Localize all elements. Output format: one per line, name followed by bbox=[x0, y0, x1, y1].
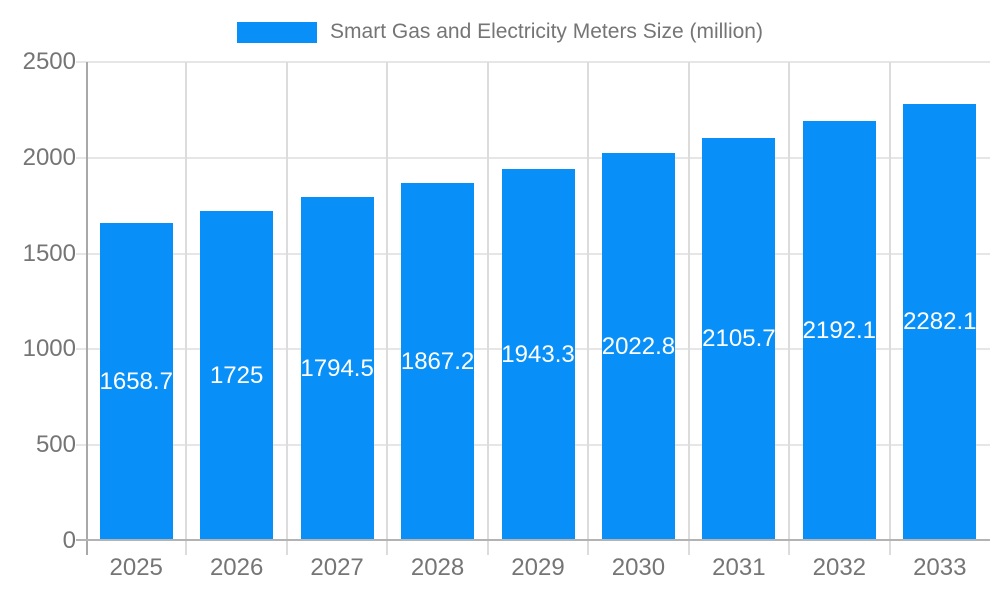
bar-2025: 1658.7 bbox=[100, 223, 173, 541]
bar-value-label: 1658.7 bbox=[99, 368, 173, 396]
bar-value-label: 1943.3 bbox=[501, 340, 575, 368]
bar-2029: 1943.3 bbox=[501, 168, 575, 541]
bar-2026: 1725 bbox=[200, 210, 274, 541]
bar-2033: 2282.1 bbox=[903, 103, 977, 541]
y-axis-tick-label: 1500 bbox=[22, 239, 76, 267]
x-axis-tick-label: 2031 bbox=[712, 554, 766, 581]
bar-2030: 2022.8 bbox=[602, 153, 675, 541]
bar-value-label: 2282.1 bbox=[903, 308, 977, 336]
x-gridline bbox=[386, 62, 389, 555]
y-gridline bbox=[76, 61, 990, 63]
x-axis-tick-label: 2032 bbox=[812, 554, 867, 581]
bar-value-label: 2022.8 bbox=[601, 333, 676, 361]
x-axis-tick-label: 2029 bbox=[511, 554, 565, 581]
x-gridline bbox=[788, 62, 791, 555]
bar-value-label: 1867.2 bbox=[400, 348, 475, 376]
y-axis-tick-label: 500 bbox=[35, 431, 76, 459]
x-axis-tick-label: 2030 bbox=[611, 554, 666, 581]
y-axis-tick-label: 0 bbox=[62, 527, 76, 554]
plot-area: 1658.7 1725 1794.5 1867.2 1943.3 2022.8 2105.7… bbox=[76, 61, 990, 555]
x-gridline bbox=[888, 62, 891, 555]
x-axis-tick-label: 2028 bbox=[410, 554, 465, 581]
x-axis-tick-label: 2027 bbox=[310, 554, 364, 581]
x-gridline bbox=[486, 62, 489, 555]
bar-value-label: 2192.1 bbox=[802, 317, 877, 344]
x-axis-tick-label: 2033 bbox=[913, 554, 967, 581]
x-gridline bbox=[285, 62, 288, 555]
chart-legend: Smart Gas and Electricity Meters Size (m… bbox=[0, 20, 1000, 44]
legend-swatch-icon bbox=[237, 21, 318, 43]
bar-value-label: 1725 bbox=[209, 361, 264, 389]
y-axis-tick-label: 2000 bbox=[22, 143, 76, 171]
bar-value-label: 1794.5 bbox=[300, 355, 374, 383]
bar-2027: 1794.5 bbox=[300, 197, 374, 541]
x-gridline bbox=[687, 62, 690, 555]
y-axis-tick-label: 2500 bbox=[22, 48, 76, 75]
y-axis-line bbox=[86, 62, 88, 555]
y-gridline bbox=[76, 156, 990, 159]
x-axis-tick-label: 2025 bbox=[109, 554, 163, 581]
x-axis-tick-label: 2026 bbox=[209, 554, 264, 581]
bar-2028: 1867.2 bbox=[401, 183, 474, 541]
x-axis-line bbox=[76, 539, 990, 541]
bar-value-label: 2105.7 bbox=[702, 325, 776, 353]
bar-2031: 2105.7 bbox=[702, 137, 776, 541]
x-gridline bbox=[587, 62, 590, 555]
bar-2032: 2192.1 bbox=[803, 121, 876, 541]
legend-label: Smart Gas and Electricity Meters Size (m… bbox=[330, 20, 763, 43]
y-axis-tick-label: 1000 bbox=[22, 335, 76, 363]
x-gridline bbox=[185, 62, 188, 555]
